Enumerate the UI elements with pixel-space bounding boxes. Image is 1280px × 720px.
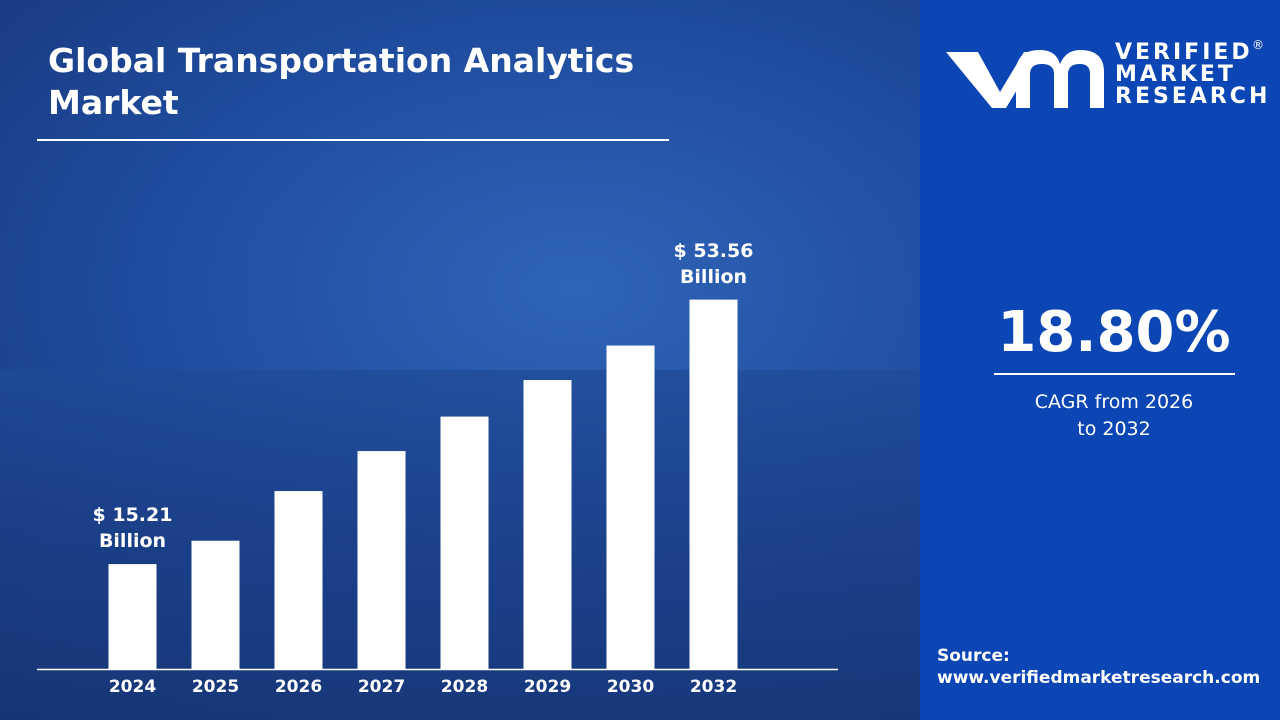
- x-tick-label: 2027: [358, 677, 405, 697]
- logo-line: MARKET: [1115, 62, 1236, 87]
- source-label: Source:: [937, 646, 1010, 666]
- cagr-label: CAGR from 2026 to 2032: [1034, 391, 1194, 440]
- value-label: $ 53.56 Billion: [673, 239, 754, 288]
- value-label: $ 15.21 Billion: [92, 504, 173, 553]
- logo-line: RESEARCH: [1115, 84, 1271, 109]
- x-tick-label: 2030: [607, 677, 654, 697]
- x-tick-label: 2024: [109, 677, 156, 697]
- bar: [274, 491, 323, 669]
- bar: [606, 345, 655, 669]
- bar: [523, 380, 572, 669]
- bar: [108, 564, 157, 669]
- x-tick-label: 2032: [690, 677, 737, 697]
- side-panel: [920, 0, 1280, 720]
- bar: [191, 540, 240, 669]
- logo-text: VERIFIED MARKET RESEARCH: [1115, 42, 1270, 108]
- x-tick-label: 2028: [441, 677, 488, 697]
- chart-title: Global Transportation Analytics Market: [48, 41, 635, 122]
- cagr-value: 18.80%: [997, 300, 1231, 365]
- x-tick-label: 2025: [192, 677, 239, 697]
- logo-mark: ®: [1252, 38, 1264, 52]
- chart: 2024 2025 2026 2027 2028 2029 2030 2032: [0, 0, 920, 720]
- title-rule: [37, 139, 669, 141]
- logo-line: VERIFIED: [1115, 40, 1253, 65]
- bar: [357, 451, 406, 669]
- x-tick-label: 2026: [275, 677, 322, 697]
- source: Source: www.verifiedmarketresearch.com: [937, 645, 1260, 689]
- cagr-rule: [994, 373, 1235, 375]
- bar: [689, 299, 738, 669]
- bar: [440, 416, 489, 669]
- source-url: www.verifiedmarketresearch.com: [937, 668, 1261, 688]
- x-tick-label: 2029: [524, 677, 571, 697]
